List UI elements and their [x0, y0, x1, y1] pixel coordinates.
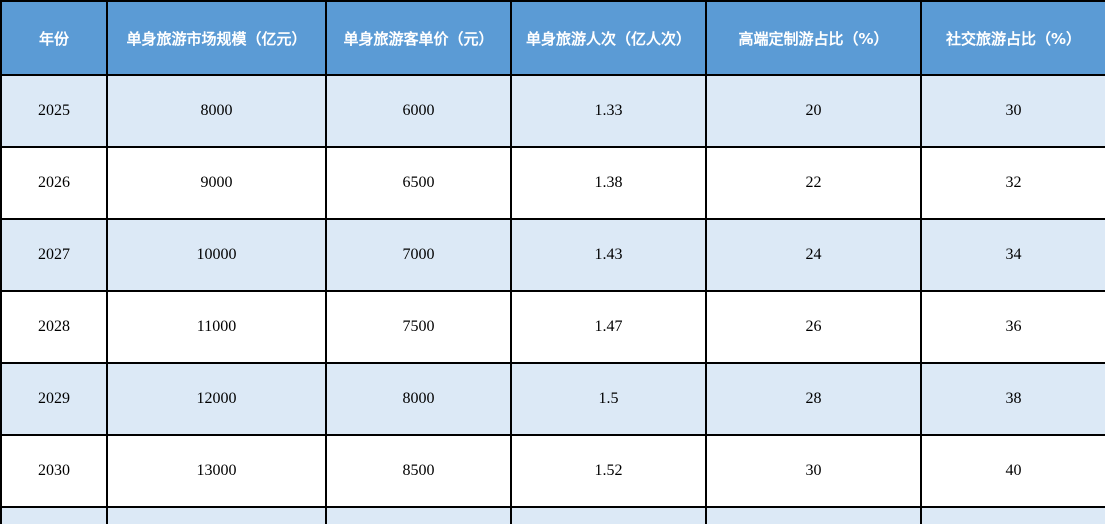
- cell-market-size: 9000: [106, 146, 327, 220]
- cell-market-size: 12000: [106, 362, 327, 436]
- cell-unit-price: 6500: [325, 146, 512, 220]
- cell-unit-price: 7500: [325, 290, 512, 364]
- cell-market-size: 11000: [106, 290, 327, 364]
- cell-social-share: 34: [920, 218, 1105, 292]
- cell-trips: 1.52: [510, 434, 707, 508]
- cell-year: 2030: [0, 434, 108, 508]
- cell-custom-share: 20: [705, 74, 922, 148]
- table-row-2026: 2026 9000 6500 1.38 22 32: [0, 146, 1105, 220]
- cell-market-size: 13000: [106, 434, 327, 508]
- cell-empty: [705, 506, 922, 524]
- column-header-market-size: 单身旅游市场规模（亿元）: [106, 0, 327, 76]
- cell-trips: 1.43: [510, 218, 707, 292]
- cell-empty: [0, 506, 108, 524]
- table-row-2030: 2030 13000 8500 1.52 30 40: [0, 434, 1105, 508]
- table-row-2028: 2028 11000 7500 1.47 26 36: [0, 290, 1105, 364]
- cell-trips: 1.38: [510, 146, 707, 220]
- column-header-trips: 单身旅游人次（亿人次）: [510, 0, 707, 76]
- cell-social-share: 40: [920, 434, 1105, 508]
- cell-social-share: 32: [920, 146, 1105, 220]
- header-row: 年份 单身旅游市场规模（亿元） 单身旅游客单价（元） 单身旅游人次（亿人次） 高…: [0, 0, 1105, 76]
- column-header-custom-share: 高端定制游占比（%）: [705, 0, 922, 76]
- cell-market-size: 10000: [106, 218, 327, 292]
- column-header-year: 年份: [0, 0, 108, 76]
- cell-unit-price: 7000: [325, 218, 512, 292]
- cell-trips: 1.5: [510, 362, 707, 436]
- table-row-2027: 2027 10000 7000 1.43 24 34: [0, 218, 1105, 292]
- cell-empty: [510, 506, 707, 524]
- cell-year: 2026: [0, 146, 108, 220]
- cell-empty: [325, 506, 512, 524]
- cell-year: 2027: [0, 218, 108, 292]
- cell-trips: 1.33: [510, 74, 707, 148]
- cell-empty: [106, 506, 327, 524]
- cell-trips: 1.47: [510, 290, 707, 364]
- cell-social-share: 30: [920, 74, 1105, 148]
- cell-custom-share: 24: [705, 218, 922, 292]
- partial-next-row: [0, 506, 1105, 524]
- cell-market-size: 8000: [106, 74, 327, 148]
- cell-custom-share: 30: [705, 434, 922, 508]
- cell-year: 2028: [0, 290, 108, 364]
- table-row-2025: 2025 8000 6000 1.33 20 30: [0, 74, 1105, 148]
- cell-year: 2025: [0, 74, 108, 148]
- cell-unit-price: 6000: [325, 74, 512, 148]
- cell-custom-share: 22: [705, 146, 922, 220]
- cell-custom-share: 28: [705, 362, 922, 436]
- cell-social-share: 36: [920, 290, 1105, 364]
- table-row-2029: 2029 12000 8000 1.5 28 38: [0, 362, 1105, 436]
- cell-custom-share: 26: [705, 290, 922, 364]
- cell-social-share: 38: [920, 362, 1105, 436]
- column-header-unit-price: 单身旅游客单价（元）: [325, 0, 512, 76]
- cell-year: 2029: [0, 362, 108, 436]
- cell-unit-price: 8500: [325, 434, 512, 508]
- cell-empty: [920, 506, 1105, 524]
- column-header-social-share: 社交旅游占比（%）: [920, 0, 1105, 76]
- cell-unit-price: 8000: [325, 362, 512, 436]
